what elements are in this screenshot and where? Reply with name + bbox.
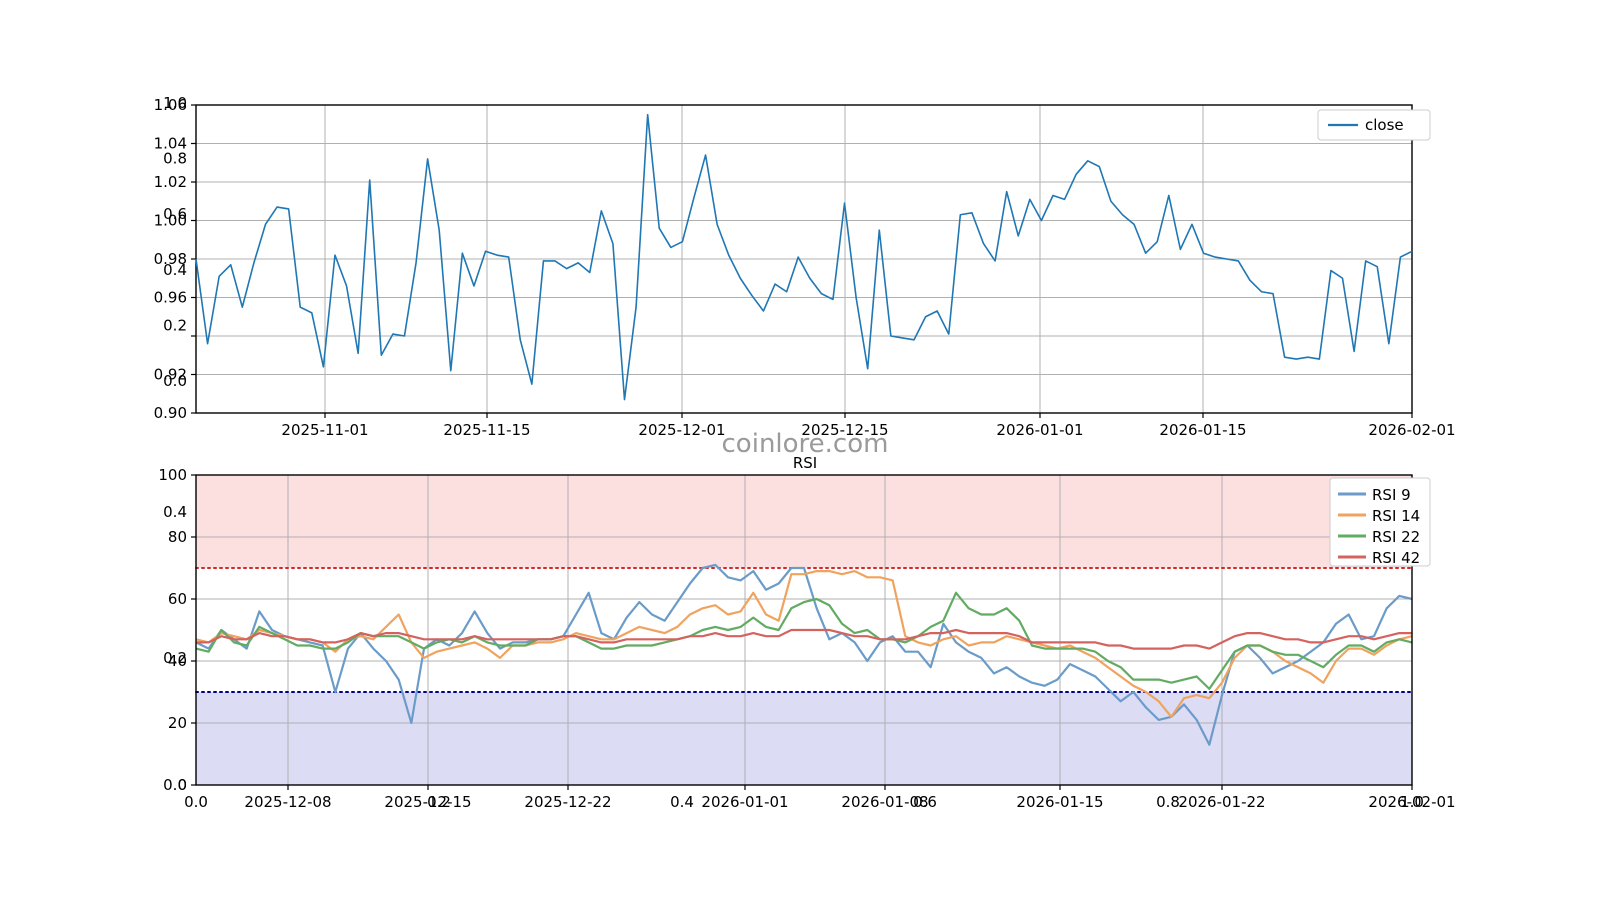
rsi-42-line — [196, 628, 1412, 650]
price-y-tick-label: 1.06 — [154, 96, 187, 114]
rsi-22-line — [195, 591, 1413, 690]
rsi-y-tick-label: 20 — [168, 714, 187, 732]
rsi-legend-box — [1329, 477, 1431, 567]
price-legend-label-close: close — [1365, 116, 1404, 134]
rsi-tickmarks — [191, 474, 1413, 790]
price-tickmarks — [191, 104, 1413, 418]
rsi-y-tick-label: 40 — [168, 652, 187, 670]
rsi-legend-label-rsi42: RSI 42 — [1372, 549, 1420, 567]
price-y-tick-label-overlay: 1.0 — [163, 94, 187, 112]
rsi-x-tick-label-overlay: 0.6 — [913, 793, 937, 811]
rsi-y-tick-label-overlay: 0.4 — [163, 503, 187, 521]
rsi-y-tick-label: 100 — [158, 466, 187, 484]
price-legend[interactable]: close — [1317, 109, 1431, 141]
rsi-x-tick-labels: 2025-12-08 2025-12-15 2025-12-22 2026-01-01… — [184, 793, 1456, 811]
price-x-tick-label: 2026-01-15 — [1159, 421, 1246, 439]
rsi-y-tick-label-overlay: 0.0 — [163, 776, 187, 794]
price-x-tick-label: 2026-02-01 — [1368, 421, 1455, 439]
rsi-y-tick-label: 0 — [177, 776, 187, 794]
close-price-line — [195, 113, 1413, 401]
price-x-tick-label: 2026-01-01 — [996, 421, 1083, 439]
price-y-tick-label: 1.00 — [154, 212, 187, 230]
price-y-tick-label: 0.92 — [154, 366, 187, 384]
price-y-tick-label: 1.04 — [154, 135, 187, 153]
rsi-panel-title: RSI — [793, 454, 817, 472]
rsi-legend-label-rsi9: RSI 9 — [1372, 486, 1411, 504]
price-y-tick-label: 0.96 — [154, 289, 187, 307]
price-x-tick-labels: 2025-11-01 2025-11-15 2025-12-01 2025-12-15… — [281, 421, 1455, 439]
rsi-x-tick-label-overlay: 1.0 — [1400, 793, 1424, 811]
price-x-tick-label: 2025-11-01 — [281, 421, 368, 439]
watermark-coinlore: coinlore.com — [722, 429, 889, 459]
price-y-tick-label: 1.02 — [154, 173, 187, 191]
price-y-tick-label-overlay: 0.6 — [163, 205, 187, 223]
rsi-x-tick-label: 2026-01-22 — [1178, 793, 1265, 811]
price-y-tick-labels: 1.06 1.04 1.02 1.00 0.98 0.96 0.92 0.90 0.0 0.2 0.… — [154, 94, 187, 422]
price-y-tick-label: 0.90 — [154, 404, 187, 422]
rsi-x-tick-label-overlay: 0.4 — [670, 793, 694, 811]
price-legend-box — [1317, 109, 1431, 141]
price-y-tick-label-overlay: 0.0 — [163, 372, 187, 390]
rsi-legend[interactable]: RSI 9 RSI 14 RSI 22 RSI 42 — [1329, 477, 1431, 567]
rsi-x-tick-label: 2026-02-01 — [1368, 793, 1455, 811]
rsi-x-tick-label: 2026-01-08 — [841, 793, 928, 811]
rsi-legend-label-rsi22: RSI 22 — [1372, 528, 1420, 546]
price-x-tick-label: 2025-11-15 — [443, 421, 530, 439]
rsi-x-tick-label-overlay: 0.8 — [1156, 793, 1180, 811]
rsi-gridlines — [196, 475, 1412, 785]
rsi-x-tick-label: 2026-01-15 — [1016, 793, 1103, 811]
rsi-x-tick-label: 2025-12-08 — [244, 793, 331, 811]
rsi-9-line — [195, 563, 1413, 746]
price-gridlines — [196, 105, 1412, 413]
price-y-tick-label-overlay: 0.8 — [163, 150, 187, 168]
price-x-tick-label: 2025-12-15 — [801, 421, 888, 439]
price-y-tick-label: 0.98 — [154, 250, 187, 268]
rsi-y-tick-label: 60 — [168, 590, 187, 608]
rsi-plot-frame — [195, 474, 1413, 786]
price-panel: 1.06 1.04 1.02 1.00 0.98 0.96 0.92 0.90 0.0 0.2 0.… — [154, 94, 1456, 439]
rsi-x-tick-label: 2025-12-15 — [384, 793, 471, 811]
rsi-y-tick-label: 80 — [168, 528, 187, 546]
rsi-x-tick-label-overlay: 0.0 — [184, 793, 208, 811]
rsi-x-tick-label: 2026-01-01 — [701, 793, 788, 811]
rsi-14-line — [195, 570, 1413, 718]
rsi-legend-label-rsi14: RSI 14 — [1372, 507, 1420, 525]
rsi-x-tick-label: 2025-12-22 — [524, 793, 611, 811]
rsi-y-tick-label-overlay: 0.2 — [163, 649, 187, 667]
rsi-x-tick-label-overlay: 0.2 — [427, 793, 451, 811]
rsi-oversold-band — [196, 692, 1412, 785]
price-x-tick-label: 2025-12-01 — [638, 421, 725, 439]
rsi-y-tick-labels: 100 80 60 40 20 00.0 0.2 0.4 — [158, 466, 187, 794]
price-y-tick-label-overlay: 0.2 — [163, 316, 187, 334]
rsi-overbought-band — [196, 475, 1412, 568]
price-y-tick-label-overlay: 0.4 — [163, 261, 187, 279]
